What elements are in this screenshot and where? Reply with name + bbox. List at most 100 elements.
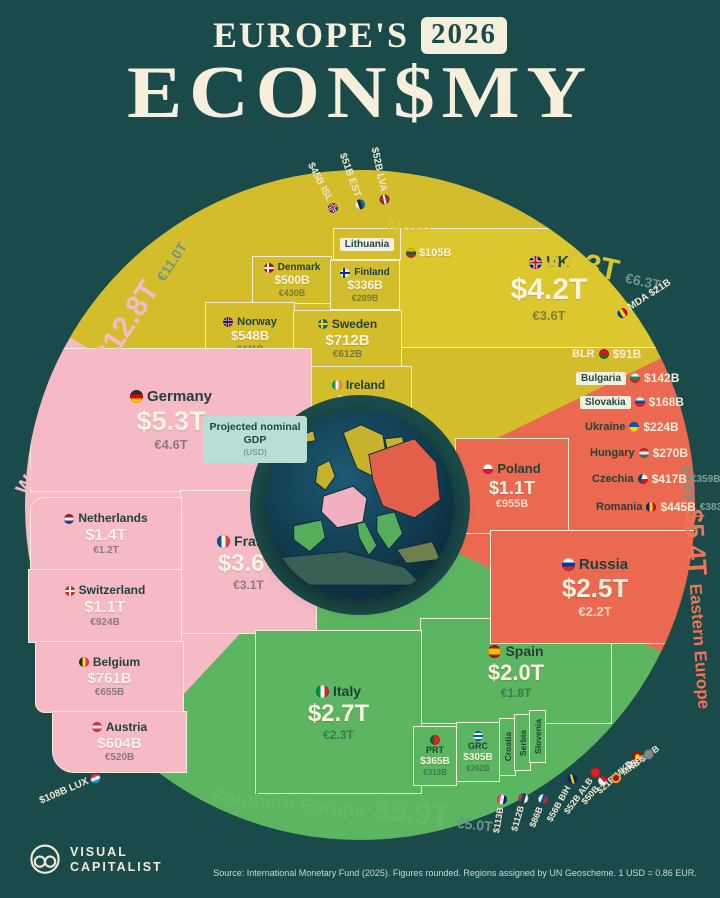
hungary-name: Hungary — [590, 447, 635, 459]
greece-block: GRC $305B €262B — [456, 722, 500, 782]
russia-name-row: Russia — [561, 555, 629, 575]
france-flag-icon — [217, 534, 231, 548]
eastern-region-usd: $5.4T — [678, 508, 714, 577]
switzerland-name-row: Switzerland — [64, 583, 145, 599]
finland-name-row: Finland — [340, 266, 390, 279]
switzerland-gdp-usd: $1.1T — [84, 598, 126, 616]
visual-capitalist-logo: VISUAL CAPITALIST — [28, 843, 163, 877]
denmark-gdp-eur: €430B — [278, 288, 306, 298]
hungary-gdp-usd: $270B — [652, 446, 688, 460]
portugal-gdp-usd: $365B — [420, 756, 450, 768]
title-europes: EUROPE'S — [212, 15, 410, 55]
latvia-flag-icon — [379, 193, 391, 206]
italy-name-row: Italy — [315, 682, 361, 700]
slovakia-gdp-usd: $168B — [648, 395, 684, 409]
uk-block: UK $4.2T €3.6T — [398, 228, 695, 348]
norway-flag-icon — [223, 317, 234, 328]
gdp-note-text: Projected nominal GDP — [209, 421, 301, 447]
italy-flag-icon — [315, 684, 329, 698]
russia-gdp-usd: $2.5T — [561, 573, 629, 603]
slovenia-outer-label: $86B — [527, 793, 550, 829]
uk-name: UK — [545, 253, 570, 271]
sweden-gdp-eur: €612B — [332, 349, 363, 361]
visual-capitalist-logo-icon — [30, 844, 60, 874]
romania-name: Romania — [596, 501, 643, 513]
austria-name-row: Austria — [91, 720, 147, 736]
denmark-name: Denmark — [277, 262, 321, 274]
hungary-row: Hungary $270B — [590, 446, 688, 460]
uk-flag-icon — [528, 256, 542, 270]
croatia-strip-label: Croatia — [502, 732, 513, 762]
denmark-name-row: Denmark — [263, 261, 321, 274]
russia-flag-icon — [561, 557, 575, 571]
lithuania-name: Lithuania — [339, 237, 395, 251]
spain-gdp-usd: $2.0T — [487, 660, 545, 686]
ukraine-name: Ukraine — [585, 421, 626, 433]
spain-gdp-eur: €1.8T — [500, 685, 532, 700]
austria-gdp-eur: €520B — [104, 752, 135, 764]
austria-flag-icon — [91, 722, 102, 733]
netherlands-name-row: Netherlands — [64, 511, 148, 527]
romania-gdp-eur: €383B — [699, 501, 720, 513]
netherlands-block: Netherlands $1.4T €1.2T — [30, 497, 182, 571]
czechia-gdp-usd: $417B — [651, 472, 687, 486]
lithuania-gdp-usd: $105B — [419, 247, 452, 259]
belgium-gdp-eur: €655B — [94, 687, 125, 699]
luxembourg-flag-icon — [88, 771, 103, 785]
uk-name-row: UK — [528, 253, 570, 274]
bulgaria-gdp-usd: $142B — [644, 371, 680, 385]
poland-block: Poland $1.1T €955B — [455, 438, 569, 534]
romania-gdp-usd: $445B — [660, 500, 696, 514]
lithuania-value-row: $105B — [406, 247, 451, 260]
netherlands-gdp-usd: $1.4T — [85, 526, 127, 544]
serbia-label-text: $112B — [509, 804, 526, 833]
greece-name: GRC — [468, 740, 488, 751]
bulgaria-row: Bulgaria $142B — [576, 371, 679, 385]
sweden-flag-icon — [317, 319, 328, 330]
finland-block: Finland $336B €289B — [330, 260, 400, 310]
serbia-strip-label: Serbia — [517, 729, 528, 756]
poland-gdp-eur: €955B — [495, 498, 529, 511]
russia-name: Russia — [578, 555, 629, 573]
uk-gdp-eur: €3.6T — [532, 307, 566, 323]
greece-gdp-usd: $305B — [463, 752, 493, 764]
germany-flag-icon — [129, 390, 143, 404]
germany-gdp-eur: €4.6T — [154, 437, 188, 453]
czechia-name: Czechia — [592, 473, 634, 485]
spain-name: Spain — [505, 643, 544, 660]
netherlands-flag-icon — [64, 513, 75, 524]
luxembourg-outer-label: $108B LUX — [37, 771, 103, 807]
russia-gdp-eur: €2.2T — [578, 603, 612, 619]
switzerland-gdp-eur: €924B — [90, 616, 120, 628]
header: EUROPE'S 2026 ECON$MY — [0, 14, 720, 130]
sweden-gdp-usd: $712B — [325, 332, 370, 350]
portugal-block: PRT $365B €313B — [413, 726, 457, 786]
belarus-name: BLR — [572, 348, 595, 360]
slovakia-name: Slovakia — [580, 395, 631, 409]
slovenia-label-text: $86B — [527, 805, 545, 829]
austria-block: Austria $604B €520B — [52, 711, 187, 773]
ireland-name: Ireland — [345, 377, 386, 392]
czechia-row: Czechia $417B €359B — [592, 472, 720, 486]
sweden-name-row: Sweden — [317, 316, 378, 333]
belarus-gdp-usd: $91B — [612, 347, 642, 361]
italy-name: Italy — [332, 682, 361, 699]
finland-gdp-usd: $336B — [347, 278, 383, 293]
finland-gdp-eur: €289B — [351, 293, 379, 303]
greece-flag-icon — [473, 730, 483, 741]
netherlands-name: Netherlands — [78, 511, 148, 525]
poland-name-row: Poland — [483, 460, 541, 478]
romania-flag-icon — [646, 502, 657, 512]
czechia-gdp-eur: €359B — [690, 473, 720, 485]
sweden-name: Sweden — [331, 316, 378, 331]
slovenia-strip: Slovenia — [529, 710, 546, 763]
luxembourg-label-text: $108B LUX — [37, 776, 91, 807]
poland-gdp-usd: $1.1T — [488, 477, 536, 498]
germany-name-row: Germany — [129, 387, 213, 407]
ireland-flag-icon — [331, 380, 342, 391]
italy-block: Italy $2.7T €2.3T — [255, 630, 422, 794]
poland-name: Poland — [497, 460, 541, 476]
denmark-block: Denmark $500B €430B — [252, 256, 332, 304]
micro-state-outer-label: $5B — [625, 747, 656, 771]
germany-name: Germany — [146, 387, 213, 405]
